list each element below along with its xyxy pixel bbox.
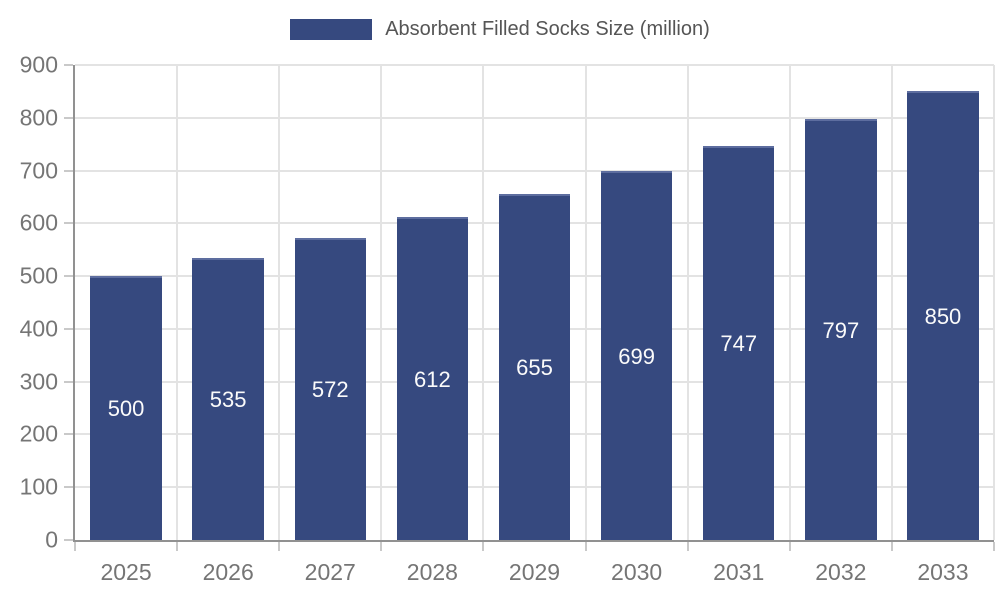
- x-axis-label: 2029: [508, 559, 561, 585]
- bar-value-label: 535: [209, 386, 247, 412]
- bar-value-label: 850: [924, 303, 962, 329]
- gridline-vertical: [584, 65, 587, 540]
- y-axis-label: 500: [19, 262, 58, 289]
- x-axis-label: 2031: [713, 559, 765, 585]
- x-axis-tick: [278, 542, 281, 551]
- x-axis-label: 2032: [815, 559, 867, 585]
- bar: 850: [907, 91, 979, 540]
- bar-value-label: 500: [107, 396, 145, 422]
- plot-area: 0 100 200 300 400 500 600 700 800 900 500 2025 535 20…: [20, 53, 995, 584]
- bar-value-label: 699: [618, 343, 655, 369]
- x-axis-tick: [890, 542, 893, 551]
- y-axis-tick: [64, 116, 73, 119]
- x-axis-tick: [788, 542, 791, 551]
- bar-value-label: 655: [516, 355, 553, 381]
- gridline-horizontal: [75, 116, 994, 119]
- y-axis-label: 600: [19, 209, 58, 236]
- x-axis-label: 2030: [611, 559, 663, 585]
- bar: 797: [805, 119, 877, 540]
- bar: 699: [600, 171, 673, 540]
- y-axis-tick: [64, 380, 73, 383]
- legend-label: Absorbent Filled Socks Size (million): [385, 18, 710, 40]
- y-axis-label: 400: [19, 315, 58, 342]
- bar: 572: [294, 238, 366, 540]
- gridline-vertical: [176, 65, 179, 540]
- gridline-vertical: [278, 65, 281, 540]
- x-axis-tick: [993, 542, 995, 551]
- x-axis-tick: [584, 542, 587, 551]
- x-axis-tick: [482, 542, 485, 551]
- y-axis-label: 200: [19, 420, 58, 447]
- x-axis-tick: [74, 542, 76, 551]
- x-axis-tick: [686, 542, 689, 551]
- y-axis-tick: [64, 539, 73, 541]
- gridline-vertical: [482, 65, 485, 540]
- x-axis-label: 2033: [917, 559, 969, 585]
- legend: Absorbent Filled Socks Size (million): [0, 18, 1000, 41]
- bar: 500: [90, 276, 162, 540]
- gridline-vertical: [380, 65, 383, 540]
- x-axis-label: 2026: [202, 559, 254, 585]
- x-axis-tick: [380, 542, 383, 551]
- gridline-horizontal: [75, 64, 994, 66]
- y-axis-tick: [64, 433, 73, 436]
- x-axis-label: 2028: [406, 559, 458, 585]
- y-axis-tick: [64, 222, 73, 225]
- bar-value-label: 747: [720, 330, 758, 356]
- y-axis-label: 800: [19, 104, 58, 131]
- x-axis-label: 2025: [100, 559, 152, 585]
- legend-swatch: [290, 19, 373, 40]
- y-axis-label: 0: [45, 526, 58, 553]
- bar-value-label: 612: [414, 366, 451, 392]
- y-axis-tick: [64, 327, 73, 330]
- y-axis-tick: [64, 64, 73, 66]
- y-axis-tick: [64, 275, 73, 278]
- bar-value-label: 572: [311, 377, 349, 403]
- y-axis-label: 300: [19, 368, 58, 395]
- y-axis-label: 700: [19, 157, 58, 184]
- x-axis-tick: [176, 542, 179, 551]
- y-axis-label: 900: [19, 51, 58, 78]
- y-axis-tick: [64, 486, 73, 489]
- bar-value-label: 797: [822, 317, 860, 343]
- bar: 747: [702, 145, 775, 540]
- gridline-vertical: [686, 65, 689, 540]
- x-axis-label: 2027: [304, 559, 356, 585]
- gridline-vertical: [788, 65, 791, 540]
- gridline-vertical: [993, 65, 995, 540]
- gridline-horizontal: [75, 169, 994, 172]
- y-axis-label: 100: [19, 473, 58, 500]
- bar: 535: [192, 257, 264, 540]
- y-axis-tick: [64, 169, 73, 172]
- bar: 655: [498, 194, 571, 540]
- bar: 612: [396, 217, 469, 540]
- gridline-vertical: [890, 65, 893, 540]
